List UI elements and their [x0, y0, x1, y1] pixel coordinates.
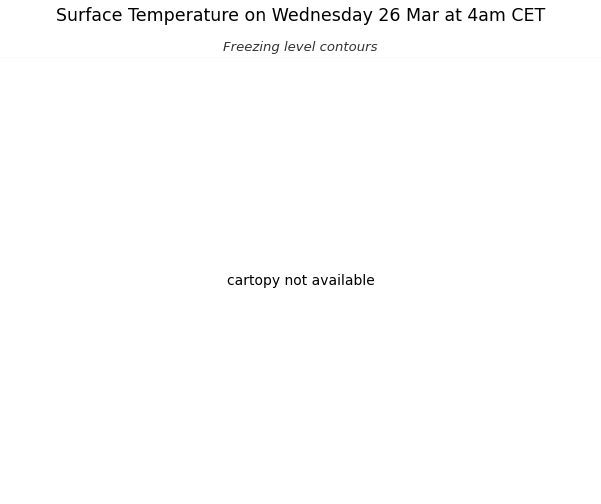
Text: Freezing level contours: Freezing level contours — [223, 41, 378, 54]
Text: Surface Temperature on Wednesday 26 Mar at 4am CET: Surface Temperature on Wednesday 26 Mar … — [56, 7, 545, 25]
Text: cartopy not available: cartopy not available — [227, 274, 374, 288]
